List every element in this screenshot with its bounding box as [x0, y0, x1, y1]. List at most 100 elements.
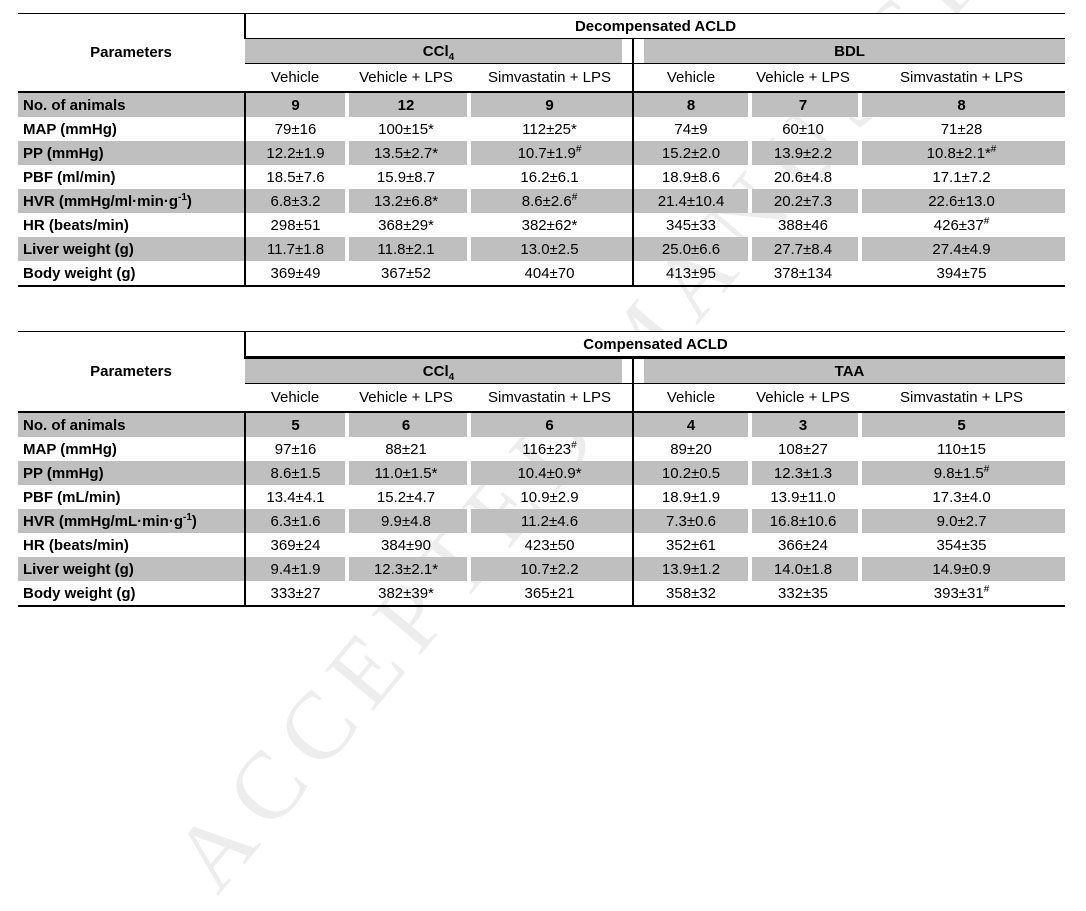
table-row: HVR (mmHg/mL·min·g-1) 6.3±1.6 9.9±4.8 11.2±…	[18, 509, 1066, 533]
value-cell: 15.2±2.0	[632, 141, 748, 165]
group-header-ccl4: CCl4	[245, 357, 633, 384]
value-cell: 27.4±4.9	[858, 237, 1066, 261]
value-cell: 13.9±1.2	[632, 557, 748, 581]
table-row: MAP (mmHg) 97±16 88±21 116±23# 89±20 108±27 11…	[18, 437, 1065, 461]
column-header: Simvastatin + LPS	[467, 383, 633, 413]
value-cell: 369±24	[244, 533, 345, 557]
value-cell: 21.4±10.4	[632, 189, 748, 213]
row-label: HVR (mmHg/mL·min·g-1)	[18, 509, 245, 533]
value-cell: 14.9±0.9	[858, 557, 1066, 581]
row-label: PP (mmHg)	[18, 141, 245, 165]
title-row: Parameters Compensated ACLD	[18, 331, 1066, 413]
value-cell: 116±23#	[522, 439, 577, 458]
table-row: PP (mmHg) 12.2±1.9 13.5±2.7* 10.7±1.9# 15.2±…	[18, 141, 1066, 165]
table-row: Liver weight (g) 9.4±1.9 12.3±2.1* 10.7±2.2…	[18, 557, 1066, 581]
value-cell: 18.5±7.6	[244, 165, 345, 189]
value-cell: 298±51	[244, 213, 345, 237]
value-cell: 89±20	[632, 437, 748, 461]
value-cell: 12.3±2.1*	[345, 557, 467, 581]
column-header: Vehicle	[245, 63, 345, 93]
value-cell: 10.7±1.9#	[467, 141, 633, 165]
value-cell: 345±33	[632, 213, 748, 237]
value-cell: 6	[345, 412, 467, 437]
value-cell: 20.6±4.8	[773, 168, 833, 186]
value-cell: 110±15	[937, 440, 986, 458]
value-cell: 369±49	[244, 261, 345, 287]
column-header: Vehicle	[245, 383, 345, 413]
row-label: MAP (mmHg)	[23, 440, 117, 458]
table-title: Compensated ACLD	[243, 331, 1066, 359]
table-body: No. of animals 9 12 9 8 7 8 MAP (mmHg) 79±16 100±…	[18, 92, 1066, 287]
table-row: No. of animals 9 12 9 8 7 8	[18, 92, 1066, 117]
value-cell: 9.8±1.5#	[858, 461, 1066, 485]
value-cell: 332±35	[748, 581, 858, 607]
value-cell: 18.9±1.9	[632, 485, 748, 509]
value-cell: 9.9±4.8	[345, 509, 467, 533]
value-cell: 22.6±13.0	[858, 189, 1066, 213]
table-row: Liver weight (g) 11.7±1.8 11.8±2.1 13.0±2.5…	[18, 237, 1066, 261]
table-row: HVR (mmHg/ml·min·g-1) 6.8±3.2 13.2±6.8* 8.6…	[18, 189, 1066, 213]
table-row: Body weight (g) 369±49 367±52 404±70 413±95 3…	[18, 261, 1066, 287]
value-cell: 10.2±0.5	[632, 461, 748, 485]
row-label: No. of animals	[18, 92, 245, 117]
value-cell: 71±28	[940, 120, 983, 138]
value-cell: 17.1±7.2	[932, 168, 991, 186]
column-header: Simvastatin + LPS	[858, 63, 1066, 93]
value-cell: 10.4±0.9*	[467, 461, 633, 485]
value-cell: 11.8±2.1	[345, 237, 467, 261]
value-cell: 384±90	[381, 536, 431, 554]
value-cell: 8.6±1.5	[244, 461, 345, 485]
value-cell: 13.0±2.5	[467, 237, 633, 261]
column-header: Vehicle	[632, 383, 748, 413]
table-title: Decompensated ACLD	[243, 13, 1066, 39]
value-cell: 15.9±8.7	[376, 168, 436, 186]
value-cell: 378±134	[748, 261, 858, 287]
row-label: HR (beats/min)	[23, 536, 129, 554]
table-row: No. of animals 5 6 6 4 3 5	[18, 412, 1066, 437]
column-header: Simvastatin + LPS	[467, 63, 633, 93]
column-header: Vehicle + LPS	[345, 383, 467, 413]
row-label: HVR (mmHg/ml·min·g-1)	[18, 189, 245, 213]
value-cell: 413±95	[632, 261, 748, 287]
value-cell: 25.0±6.6	[632, 237, 748, 261]
row-label: No. of animals	[18, 412, 245, 437]
value-cell: 6.8±3.2	[244, 189, 345, 213]
row-label: PBF (ml/min)	[23, 168, 116, 186]
parameters-header: Parameters	[18, 13, 245, 93]
value-cell: 393±31#	[858, 581, 1066, 607]
value-cell: 10.8±2.1*#	[858, 141, 1066, 165]
value-cell: 11.0±1.5*	[345, 461, 467, 485]
value-cell: 16.8±10.6	[748, 509, 858, 533]
value-cell: 13.5±2.7*	[345, 141, 467, 165]
group-band-row: CCl4 BDL	[18, 38, 1066, 64]
value-cell: 5	[858, 412, 1066, 437]
value-cell: 8	[858, 92, 1066, 117]
column-header: Vehicle + LPS	[748, 63, 858, 93]
value-cell: 17.3±4.0	[932, 488, 991, 506]
value-cell: 9.4±1.9	[244, 557, 345, 581]
value-cell: 13.4±4.1	[244, 485, 345, 509]
row-label: Liver weight (g)	[18, 237, 245, 261]
group-band-row: CCl4 TAA	[18, 357, 1066, 384]
value-cell: 13.2±6.8*	[345, 189, 467, 213]
value-cell: 6	[467, 412, 633, 437]
value-cell: 10.7±2.2	[467, 557, 633, 581]
value-cell: 100±15*	[378, 120, 434, 138]
value-cell: 394±75	[858, 261, 1066, 287]
table-decompensated-acld: Parameters Decompensated ACLD CCl4 BDL Vehic…	[18, 13, 1066, 287]
value-cell: 367±52	[345, 261, 467, 287]
row-label: Body weight (g)	[18, 261, 245, 287]
group-header-taa: TAA	[631, 357, 1066, 384]
value-cell: 9	[244, 92, 345, 117]
column-header: Vehicle + LPS	[748, 383, 858, 413]
value-cell: 12.3±1.3	[748, 461, 858, 485]
value-cell: 97±16	[244, 437, 345, 461]
group-header-bdl: BDL	[631, 38, 1066, 64]
value-cell: 358±32	[632, 581, 748, 607]
value-cell: 8.6±2.6#	[467, 189, 633, 213]
row-label: HR (beats/min)	[23, 216, 129, 234]
table-body: No. of animals 5 6 6 4 3 5 MAP (mmHg) 97±16 88±21…	[18, 412, 1066, 607]
value-cell: 5	[244, 412, 345, 437]
value-cell: 6.3±1.6	[244, 509, 345, 533]
value-cell: 18.9±8.6	[632, 165, 748, 189]
